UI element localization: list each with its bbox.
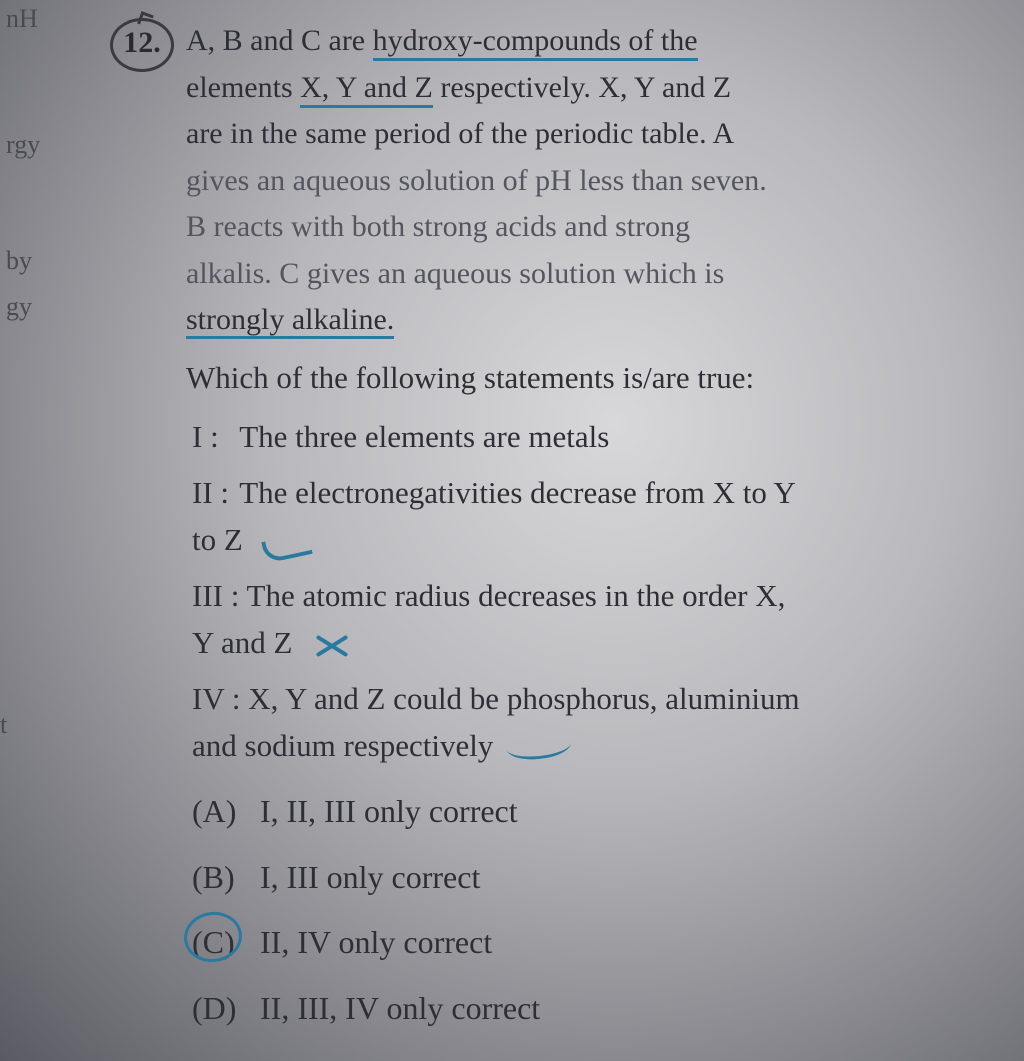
option-letter: (B)	[192, 853, 252, 903]
roman-numeral: II :	[192, 470, 232, 517]
question-prompt: Which of the following statements is/are…	[186, 354, 976, 402]
statement-text: X, Y and Z could be phosphorus, aluminiu…	[248, 681, 799, 716]
roman-numeral: III :	[192, 573, 239, 620]
option-a[interactable]: (A) I, II, III only correct	[192, 787, 976, 837]
option-letter: (D)	[192, 984, 252, 1034]
stem-underlined: hydroxy-compounds of the	[373, 24, 698, 61]
stem-text: respectively. X, Y and Z	[433, 71, 731, 104]
stem-text: elements	[186, 71, 300, 104]
stem-text: B reacts with both strong acids and stro…	[186, 210, 690, 243]
left-margin: nH rgy by gy t	[0, 0, 92, 1061]
option-letter: (C)	[192, 918, 252, 968]
question-block: 12. A, B and C are hydroxy-compounds of …	[110, 18, 984, 1049]
cross-mark-icon	[314, 630, 350, 660]
question-body: A, B and C are hydroxy-compounds of the …	[186, 18, 976, 1049]
statement-ii: II : The electronegativities decrease fr…	[192, 470, 976, 563]
statement-i: I : The three elements are metals	[192, 414, 976, 461]
margin-note: gy	[6, 292, 32, 322]
exam-page: nH rgy by gy t 12. A, B and C are hydrox…	[0, 0, 1024, 1061]
statement-iii: III : The atomic radius decreases in the…	[192, 573, 976, 666]
question-number-circle: 12.	[110, 18, 174, 72]
stem-underlined: strongly alkaline.	[186, 303, 394, 339]
margin-note: rgy	[6, 130, 40, 160]
option-b[interactable]: (B) I, III only correct	[192, 853, 976, 903]
option-text: I, III only correct	[260, 859, 480, 895]
option-c[interactable]: (C) II, IV only correct	[192, 918, 976, 968]
swoosh-mark-icon	[507, 738, 577, 758]
statement-text: Y and Z	[192, 625, 292, 660]
options-block: (A) I, II, III only correct (B) I, III o…	[186, 787, 976, 1033]
roman-numeral: IV :	[192, 676, 241, 723]
stem-text: are in the same period of the periodic t…	[186, 117, 734, 150]
statement-iv: IV : X, Y and Z could be phosphorus, alu…	[192, 676, 976, 769]
roman-numeral: I :	[192, 414, 232, 461]
margin-note: nH	[6, 4, 38, 34]
stem-text: A, B and C are	[186, 24, 373, 57]
margin-note: by	[6, 246, 32, 276]
stem-underlined: X, Y and Z	[300, 71, 433, 108]
option-d[interactable]: (D) II, III, IV only correct	[192, 984, 976, 1034]
tick-mark-icon	[263, 529, 313, 555]
question-stem: A, B and C are hydroxy-compounds of the …	[186, 18, 976, 344]
margin-note: t	[0, 710, 7, 740]
option-text: II, IV only correct	[260, 924, 492, 960]
stem-text: gives an aqueous solution of pH less tha…	[186, 164, 767, 197]
option-text: II, III, IV only correct	[260, 990, 540, 1026]
statement-text: and sodium respectively	[192, 728, 493, 763]
option-letter: (A)	[192, 787, 252, 837]
statement-text: The electronegativities decrease from X …	[239, 475, 796, 510]
stem-text: alkalis. C gives an aqueous solution whi…	[186, 257, 724, 290]
statement-text: The atomic radius decreases in the order…	[247, 578, 786, 613]
statement-text: The three elements are metals	[239, 419, 609, 454]
option-text: I, II, III only correct	[260, 793, 518, 829]
statement-text: to Z	[192, 522, 243, 557]
